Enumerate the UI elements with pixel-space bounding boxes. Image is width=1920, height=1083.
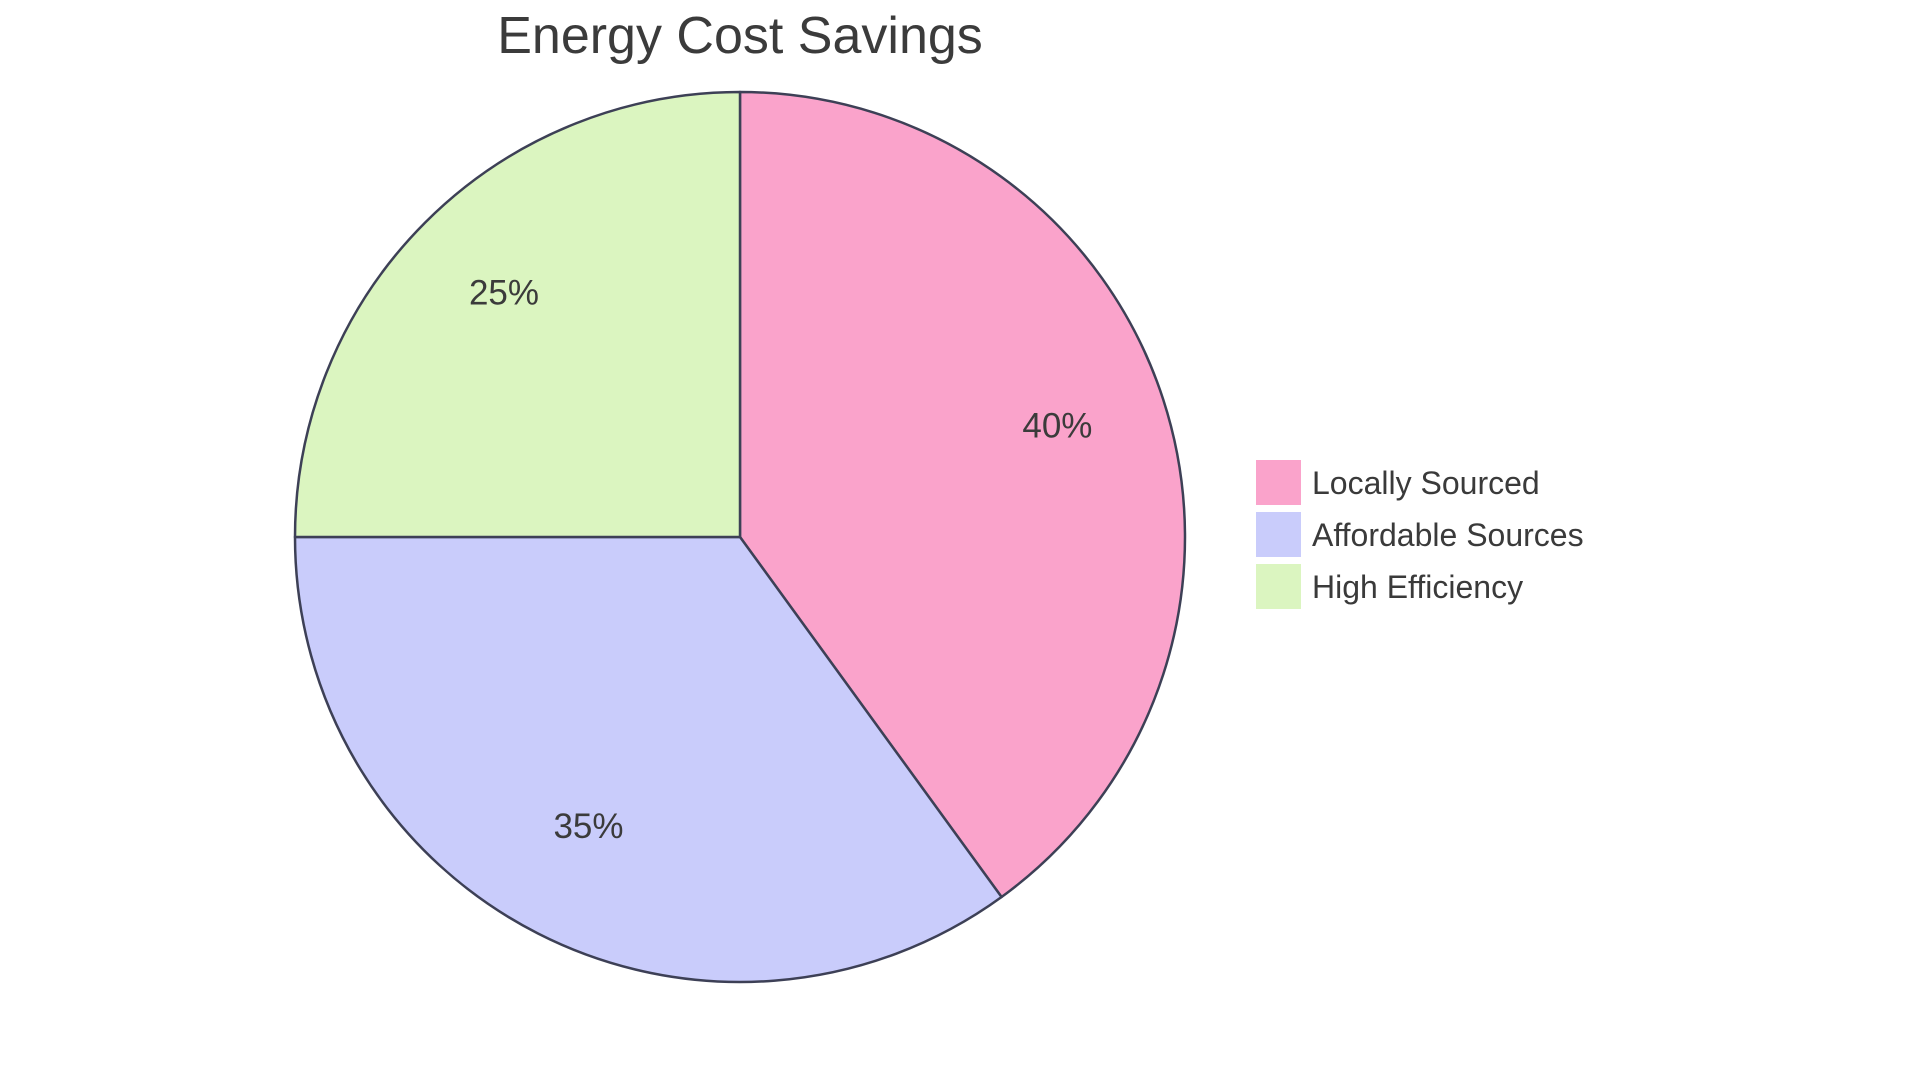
pie-slice-label-locally-sourced: 40% [1022,406,1092,445]
legend-label-affordable-sources: Affordable Sources [1312,516,1584,553]
legend-label-locally-sourced: Locally Sourced [1312,464,1540,501]
pie-slice-locally-sourced [738,90,1187,899]
pie-slice-labels-group: 40% 35% 25% [469,274,1092,846]
legend: Locally Sourced Affordable Sources High Ef… [1256,460,1584,609]
chart-title: Energy Cost Savings [497,7,983,65]
pie-slice-label-affordable-sources: 35% [553,807,623,846]
pie-slice-high-efficiency [293,90,742,539]
legend-item-affordable-sources: Affordable Sources [1256,512,1584,557]
legend-label-high-efficiency: High Efficiency [1312,568,1524,605]
legend-item-locally-sourced: Locally Sourced [1256,460,1584,505]
legend-swatch-affordable-sources [1256,512,1301,557]
pie-slice-affordable-sources [293,535,1003,984]
legend-swatch-locally-sourced [1256,460,1301,505]
legend-swatch-high-efficiency [1256,564,1301,609]
pie-slice-label-high-efficiency: 25% [469,274,539,313]
pie-slices-group [293,90,1187,984]
legend-item-high-efficiency: High Efficiency [1256,564,1584,609]
